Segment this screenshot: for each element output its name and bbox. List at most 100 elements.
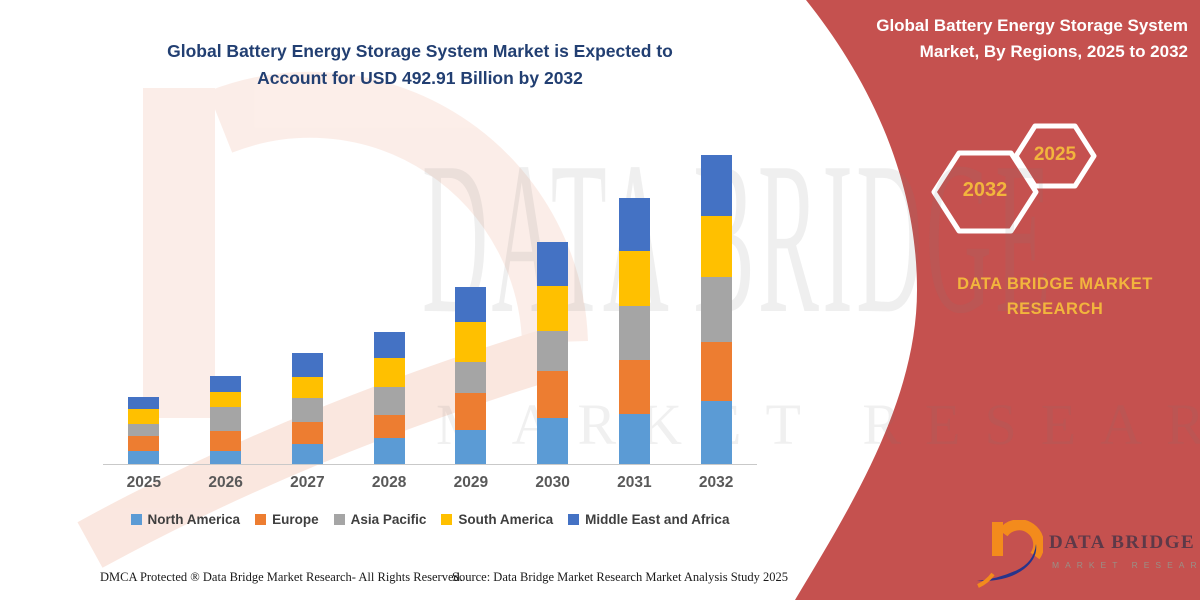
chart-title-line1: Global Battery Energy Storage System Mar… [167,41,673,61]
bar-stack-2025 [128,397,160,464]
bar-segment-middle-east-and-africa [210,376,242,393]
bar-segment-middle-east-and-africa [455,286,487,322]
bar-2028 [348,150,430,464]
panel-title: Global Battery Energy Storage System Mar… [810,13,1188,64]
plot-area [103,150,757,465]
panel-title-line2: Market, By Regions, 2025 to 2032 [919,41,1188,61]
bar-segment-south-america [291,376,323,399]
bar-2032 [675,150,757,464]
bar-segment-asia-pacific [700,276,732,342]
bar-segment-asia-pacific [455,361,487,394]
x-axis-labels: 2025 2026 2027 2028 2029 2030 2031 2032 [103,474,757,492]
hexagon-2025 [1013,123,1097,189]
bar-segment-north-america [210,450,242,464]
data-bridge-logo-icon [977,520,1043,588]
bar-segment-asia-pacific [291,398,323,422]
panel-title-line1: Global Battery Energy Storage System [876,16,1188,35]
legend-item-north-america: North America [130,512,241,527]
bar-segment-south-america [455,321,487,362]
bar-segment-south-america [128,409,160,425]
bar-segment-north-america [455,429,487,464]
bar-segment-asia-pacific [128,424,160,436]
bar-segment-middle-east-and-africa [128,397,160,410]
bar-segment-north-america [537,418,569,464]
x-axis-label-2025: 2025 [126,474,162,491]
chart-title: Global Battery Energy Storage System Mar… [120,38,720,92]
bar-stack-2029 [455,286,487,464]
footer-source-text: Source: Data Bridge Market Research Mark… [452,570,789,584]
hexagon-year-2025: 2025 [1033,144,1077,165]
bar-2027 [267,150,349,464]
bar-segment-south-america [210,392,242,408]
legend-label: South America [458,512,554,527]
panel-brand-line2: RESEARCH [1006,299,1104,318]
legend-label: North America [147,512,241,527]
legend-label: Middle East and Africa [585,512,730,527]
chart-title-line2: Account for USD 492.91 Billion by 2032 [257,68,583,89]
x-axis-label-2027: 2027 [290,474,325,491]
bar-2029 [430,150,512,464]
bar-segment-south-america [618,251,650,307]
hexagon-2032 [931,150,1039,234]
bar-segment-asia-pacific [618,306,650,360]
bar-2025 [103,150,185,464]
bar-2030 [512,150,594,464]
legend-swatch-icon [255,514,267,525]
legend-item-asia-pacific: Asia Pacific [333,512,427,527]
bar-segment-north-america [618,414,650,464]
bar-segment-south-america [700,215,732,277]
bar-segment-europe [618,359,650,415]
x-axis-label-2029: 2029 [453,474,489,491]
hexagon-year-2032: 2032 [962,179,1008,201]
x-axis-label-2032: 2032 [698,474,734,491]
panel-brand-line1: DATA BRIDGE MARKET [957,275,1153,293]
bar-segment-middle-east-and-africa [700,154,732,216]
x-axis-label-2030: 2030 [535,474,570,491]
bar-stack-2031 [618,197,650,464]
panel-brand-text: DATA BRIDGE MARKET RESEARCH [930,272,1180,322]
legend-item-south-america: South America [441,512,553,527]
x-axis-label-2026: 2026 [208,474,243,491]
bar-2031 [594,150,676,464]
bar-stack-2030 [537,242,569,464]
bar-stack-2026 [210,376,242,464]
x-axis-label-2031: 2031 [617,474,652,491]
bar-segment-middle-east-and-africa [291,353,323,377]
bar-segment-asia-pacific [537,331,569,371]
company-logo: DATA BRIDGE MARKET RESEARCH [975,518,1200,593]
bar-segment-middle-east-and-africa [618,197,650,252]
bar-segment-europe [210,430,242,451]
bar-segment-europe [373,414,405,439]
bar-stack-2032 [700,154,732,464]
legend-item-middle-east-and-africa: Middle East and Africa [568,512,729,527]
legend-label: Asia Pacific [350,512,427,527]
legend-label: Europe [272,512,319,527]
x-axis-label-2028: 2028 [371,474,407,491]
bar-segment-asia-pacific [373,387,405,415]
bar-segment-europe [455,393,487,430]
logo-tagline-text: MARKET RESEARCH [1052,560,1200,570]
bar-segment-north-america [373,438,405,464]
legend-swatch-icon [568,514,580,525]
legend-item-europe: Europe [255,512,319,527]
bar-segment-north-america [291,444,323,464]
bar-segment-south-america [373,358,405,388]
bar-2026 [185,150,267,464]
bar-segment-asia-pacific [210,407,242,431]
bar-stack-2027 [291,353,323,464]
legend-swatch-icon [130,514,142,525]
bar-segment-europe [128,435,160,451]
bar-segment-europe [700,341,732,402]
bar-segment-north-america [700,401,732,464]
footer-dmca-text: DMCA Protected ® Data Bridge Market Rese… [100,570,463,584]
legend-swatch-icon [441,514,453,525]
bar-segment-europe [291,421,323,444]
bar-segment-europe [537,370,569,419]
bar-segment-middle-east-and-africa [537,242,569,286]
bar-segment-north-america [128,450,160,464]
logo-name-text: DATA BRIDGE [1049,532,1196,553]
bar-stack-2028 [373,331,405,464]
legend: North America Europe Asia Pacific South Ame… [103,512,757,527]
